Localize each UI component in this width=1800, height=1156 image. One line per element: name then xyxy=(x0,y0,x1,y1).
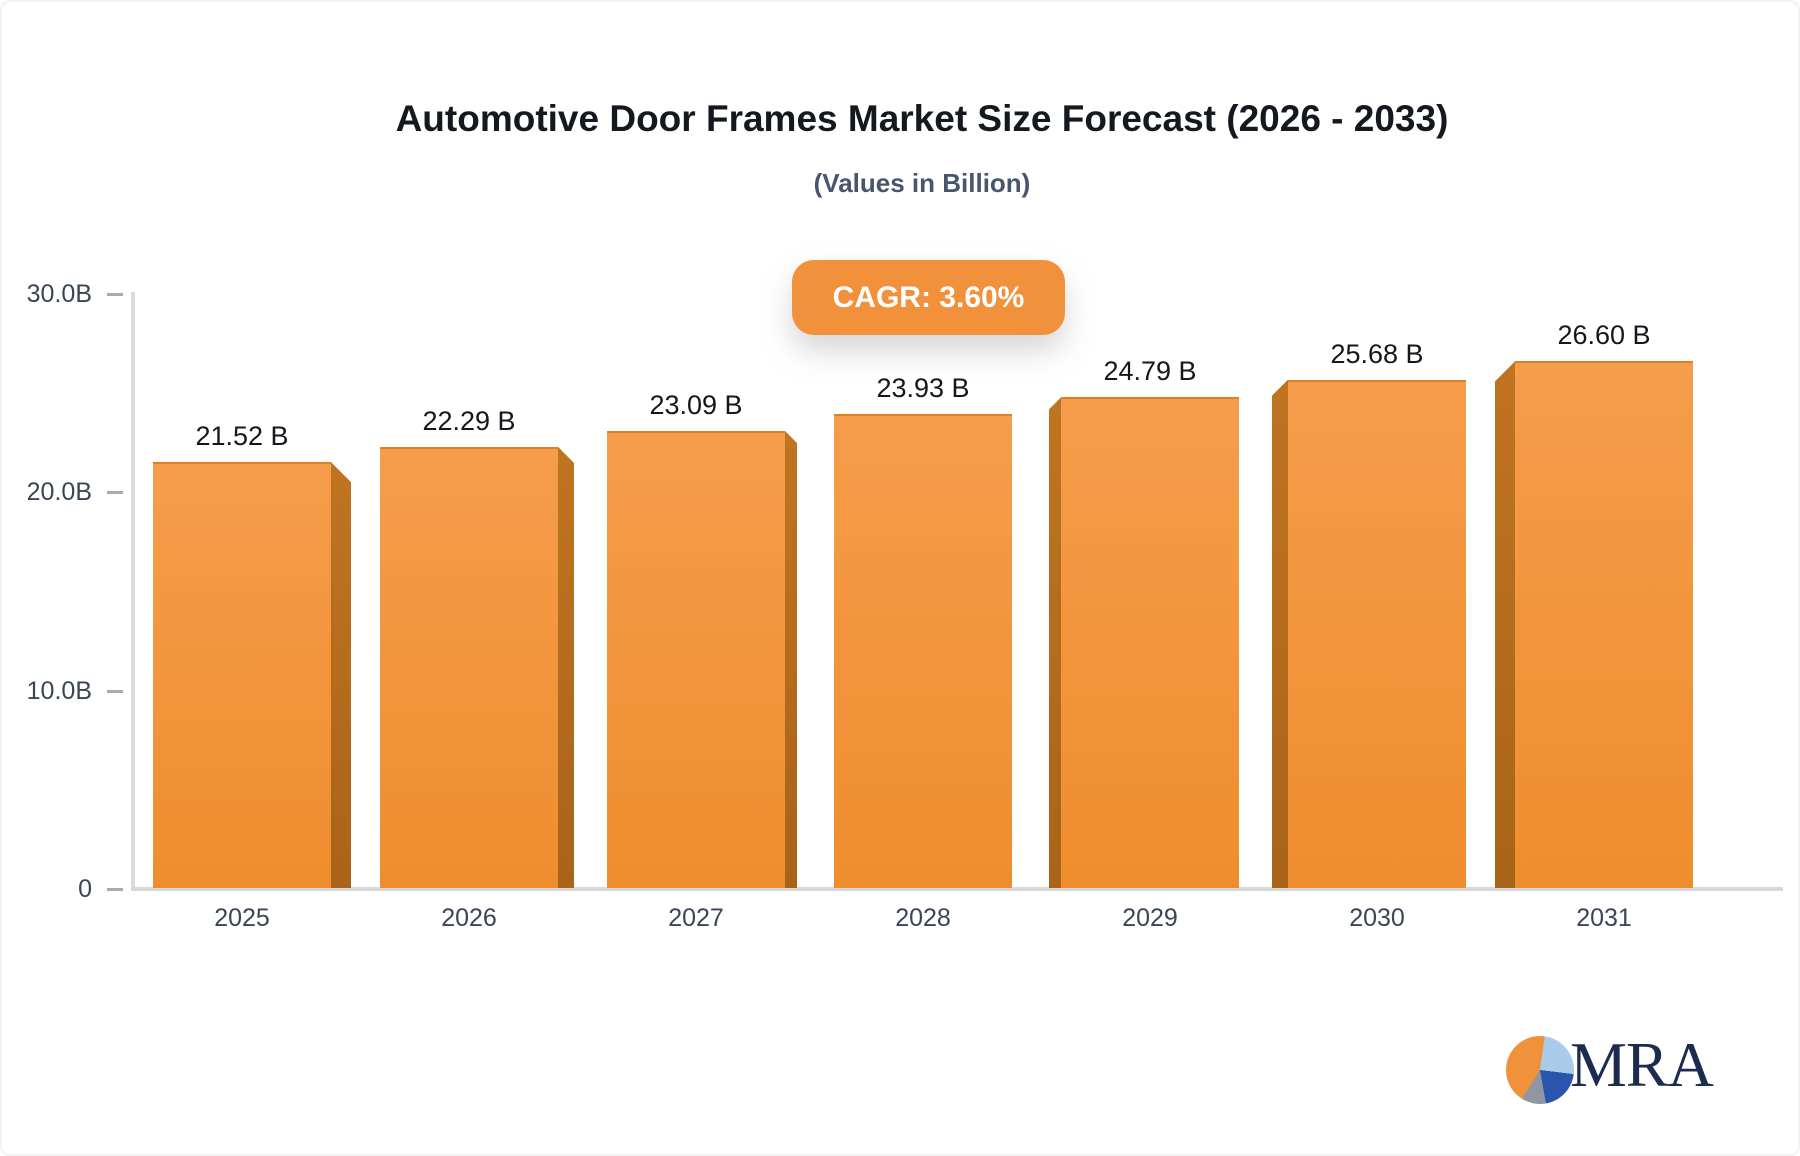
x-axis-label-2031: 2031 xyxy=(1576,904,1632,932)
y-axis-tick-label: 10.0B xyxy=(26,676,92,705)
x-axis-label-2028: 2028 xyxy=(895,904,951,932)
bar-value-label: 24.79 B xyxy=(1103,356,1197,387)
x-axis-label-2030: 2030 xyxy=(1349,904,1405,932)
cagr-badge-label: CAGR: 3.60% xyxy=(832,280,1025,314)
y-axis-tick xyxy=(107,689,123,693)
bar-3d-side-2026 xyxy=(558,446,574,888)
bar-3d-side-2027 xyxy=(785,431,797,888)
bar-2026[interactable] xyxy=(380,446,558,888)
logo-pie-icon xyxy=(1506,1036,1574,1104)
y-axis-tick-label: 20.0B xyxy=(26,478,92,507)
bar-value-label: 23.09 B xyxy=(649,390,743,421)
y-axis-tick xyxy=(107,888,123,891)
x-axis-label-2029: 2029 xyxy=(1122,904,1178,932)
x-axis-label-2025: 2025 xyxy=(214,904,270,932)
bar-3d-side-2031 xyxy=(1495,361,1515,888)
x-axis-line xyxy=(131,887,1783,891)
bar-3d-side-2025 xyxy=(331,462,351,888)
cagr-badge: CAGR: 3.60% xyxy=(792,260,1065,335)
y-axis-tick xyxy=(107,293,123,296)
bar-2025[interactable] xyxy=(153,462,331,888)
bar-3d-side-2030 xyxy=(1272,379,1288,888)
bar-value-label: 26.60 B xyxy=(1557,320,1651,351)
y-axis-line xyxy=(131,292,135,891)
y-axis-tick-label: 30.0B xyxy=(26,280,92,308)
brand-logo: MRA xyxy=(1506,1029,1736,1110)
bar-2028[interactable] xyxy=(834,414,1012,888)
bar-value-label: 22.29 B xyxy=(422,405,516,436)
bar-2031[interactable] xyxy=(1515,361,1693,888)
y-axis-tick-label: 0 xyxy=(78,875,92,903)
y-axis-tick xyxy=(107,491,123,495)
bar-2030[interactable] xyxy=(1288,379,1466,888)
logo-text: MRA xyxy=(1570,1029,1714,1100)
bar-2029[interactable] xyxy=(1061,397,1239,888)
x-axis-label-2026: 2026 xyxy=(441,904,497,932)
chart-title: Automotive Door Frames Market Size Forec… xyxy=(395,98,1449,139)
bar-3d-side-2029 xyxy=(1049,397,1061,888)
bar-value-label: 25.68 B xyxy=(1330,338,1424,369)
chart-subtitle: (Values in Billion) xyxy=(813,168,1031,198)
bar-2027[interactable] xyxy=(607,431,785,888)
bar-value-label: 21.52 B xyxy=(195,421,289,452)
bar-value-label: 23.93 B xyxy=(876,373,970,404)
x-axis-label-2027: 2027 xyxy=(668,904,724,932)
